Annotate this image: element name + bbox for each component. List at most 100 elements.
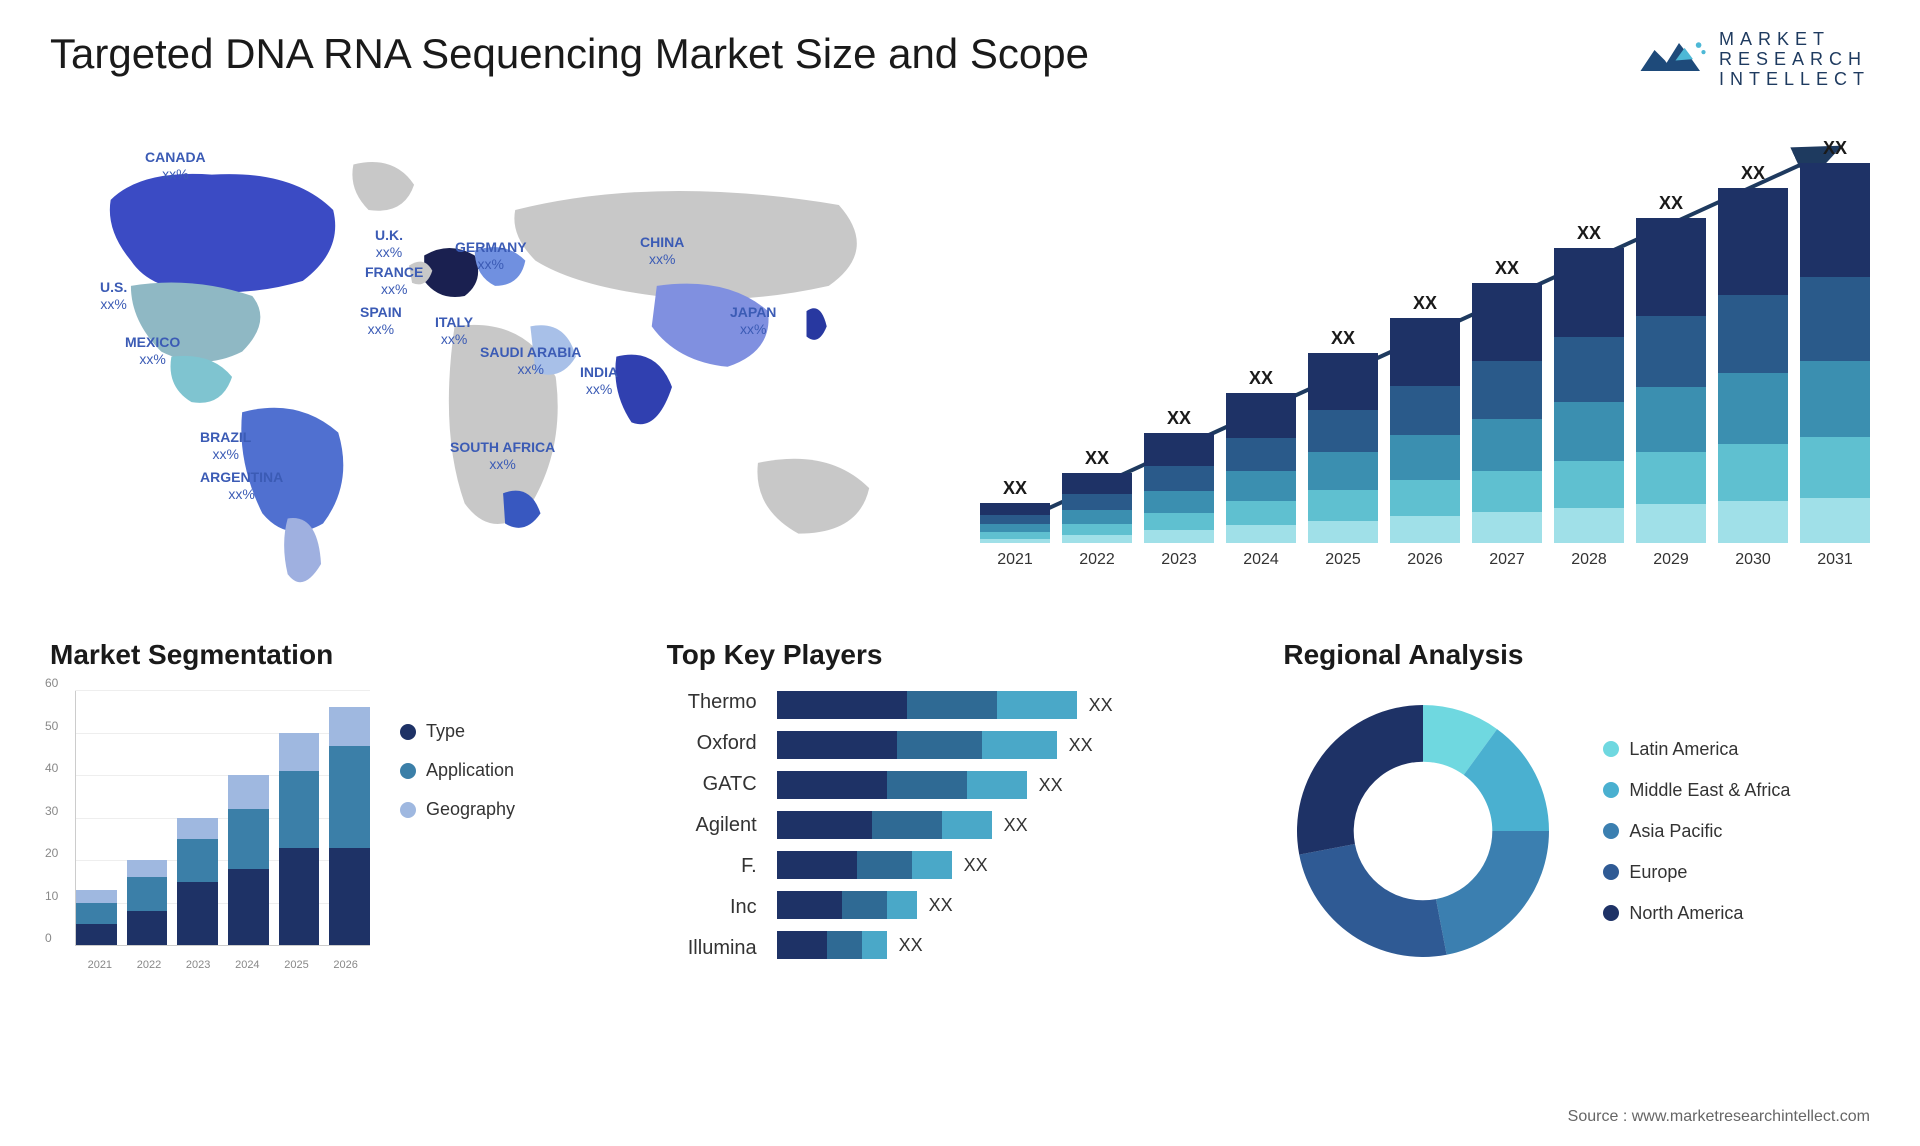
regional-donut — [1283, 691, 1563, 971]
player-name: GATC — [667, 773, 757, 796]
growth-bar: XX 2023 — [1144, 408, 1214, 569]
seg-y-tick: 60 — [45, 676, 58, 690]
growth-bar-value: XX — [1331, 328, 1355, 349]
growth-year-label: 2028 — [1571, 551, 1607, 569]
player-value: XX — [1039, 775, 1063, 796]
growth-bar-value: XX — [1741, 163, 1765, 184]
donut-slice — [1300, 844, 1447, 957]
player-row: XX — [777, 931, 1254, 959]
seg-bar — [76, 890, 117, 945]
legend-item: Europe — [1603, 862, 1790, 883]
growth-bar-value: XX — [1003, 478, 1027, 499]
seg-x-tick: 2025 — [284, 959, 308, 971]
logo-icon — [1637, 32, 1707, 87]
map-label: ITALYxx% — [435, 314, 473, 348]
map-label: MEXICOxx% — [125, 334, 180, 368]
seg-y-tick: 10 — [45, 889, 58, 903]
logo-line-2: RESEARCH — [1719, 50, 1870, 70]
growth-bar: XX 2022 — [1062, 448, 1132, 569]
seg-x-tick: 2021 — [88, 959, 112, 971]
player-value: XX — [964, 855, 988, 876]
growth-bar: XX2028 — [1554, 223, 1624, 569]
seg-x-tick: 2023 — [186, 959, 210, 971]
source-attribution: Source : www.marketresearchintellect.com — [1568, 1108, 1870, 1126]
players-bars: XXXXXXXXXXXXXX — [777, 691, 1254, 960]
regional-legend: Latin AmericaMiddle East & AfricaAsia Pa… — [1603, 739, 1790, 924]
seg-x-tick: 2024 — [235, 959, 259, 971]
map-label: U.K.xx% — [375, 227, 403, 261]
growth-bar: XX2027 — [1472, 258, 1542, 569]
legend-item: North America — [1603, 903, 1790, 924]
growth-year-label: 2022 — [1079, 551, 1115, 569]
seg-y-tick: 30 — [45, 804, 58, 818]
segmentation-section: Market Segmentation 0102030405060 202120… — [50, 639, 637, 971]
growth-bar-value: XX — [1659, 193, 1683, 214]
seg-y-tick: 20 — [45, 846, 58, 860]
growth-year-label: 2023 — [1161, 551, 1197, 569]
donut-slice — [1297, 705, 1423, 855]
player-name: Oxford — [667, 732, 757, 755]
player-value: XX — [929, 895, 953, 916]
seg-y-tick: 40 — [45, 761, 58, 775]
growth-bar-value: XX — [1823, 138, 1847, 159]
player-value: XX — [1069, 735, 1093, 756]
player-row: XX — [777, 891, 1254, 919]
map-label: ARGENTINAxx% — [200, 469, 283, 503]
player-value: XX — [899, 935, 923, 956]
growth-bar: XX2030 — [1718, 163, 1788, 569]
growth-year-label: 2024 — [1243, 551, 1279, 569]
legend-item: Latin America — [1603, 739, 1790, 760]
growth-bar: XX2025 — [1308, 328, 1378, 569]
logo-text: MARKET RESEARCH INTELLECT — [1719, 30, 1870, 89]
legend-item: Type — [400, 721, 515, 742]
seg-bar — [127, 860, 168, 945]
growth-bar-value: XX — [1249, 368, 1273, 389]
regional-title: Regional Analysis — [1283, 639, 1870, 671]
donut-slice — [1436, 831, 1549, 955]
players-labels: Thermo Oxford GATC Agilent F. Inc Illumina — [667, 691, 757, 960]
growth-year-label: 2021 — [997, 551, 1033, 569]
player-value: XX — [1089, 695, 1113, 716]
seg-bar — [228, 775, 269, 945]
player-row: XX — [777, 771, 1254, 799]
growth-bar: XX2029 — [1636, 193, 1706, 569]
growth-year-label: 2026 — [1407, 551, 1443, 569]
legend-item: Application — [400, 760, 515, 781]
players-title: Top Key Players — [667, 639, 1254, 671]
player-row: XX — [777, 851, 1254, 879]
regional-section: Regional Analysis Latin AmericaMiddle Ea… — [1283, 639, 1870, 971]
seg-x-tick: 2026 — [333, 959, 357, 971]
map-label: SAUDI ARABIAxx% — [480, 344, 581, 378]
growth-year-label: 2031 — [1817, 551, 1853, 569]
player-name: Illumina — [667, 937, 757, 960]
segmentation-title: Market Segmentation — [50, 639, 637, 671]
growth-bar: XX 2024 — [1226, 368, 1296, 569]
map-label: FRANCExx% — [365, 264, 423, 298]
map-label: BRAZILxx% — [200, 429, 251, 463]
player-name: Inc — [667, 896, 757, 919]
legend-item: Asia Pacific — [1603, 821, 1790, 842]
seg-bar — [279, 733, 320, 946]
segmentation-legend: TypeApplicationGeography — [400, 691, 515, 971]
seg-y-tick: 0 — [45, 931, 52, 945]
growth-bar-value: XX — [1167, 408, 1191, 429]
growth-bar: XX 2031 — [1800, 138, 1870, 569]
player-name: Agilent — [667, 814, 757, 837]
growth-bar-value: XX — [1085, 448, 1109, 469]
world-map: CANADAxx% U.S.xx% MEXICOxx% BRAZILxx% ARGENT… — [50, 119, 940, 599]
player-name: Thermo — [667, 691, 757, 714]
growth-year-label: 2027 — [1489, 551, 1525, 569]
growth-bar: XX 2021 — [980, 478, 1050, 569]
player-name: F. — [667, 855, 757, 878]
logo: MARKET RESEARCH INTELLECT — [1637, 30, 1870, 89]
logo-line-1: MARKET — [1719, 30, 1870, 50]
seg-bar — [177, 818, 218, 946]
segmentation-chart: 0102030405060 202120222023202420252026 — [50, 691, 370, 971]
map-label: U.S.xx% — [100, 279, 127, 313]
map-label: CANADAxx% — [145, 149, 206, 183]
seg-bar — [329, 707, 370, 945]
seg-x-tick: 2022 — [137, 959, 161, 971]
seg-y-tick: 50 — [45, 719, 58, 733]
map-label: SOUTH AFRICAxx% — [450, 439, 555, 473]
players-section: Top Key Players Thermo Oxford GATC Agilent F… — [667, 639, 1254, 971]
